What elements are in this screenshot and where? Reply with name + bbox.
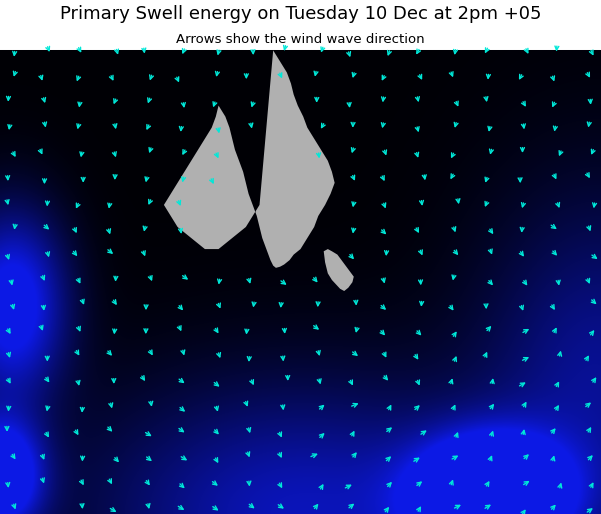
Text: Primary Swell energy on Tuesday 10 Dec at 2pm +05: Primary Swell energy on Tuesday 10 Dec a… [59,5,542,23]
Polygon shape [324,249,354,291]
Polygon shape [164,50,335,268]
Text: Arrows show the wind wave direction: Arrows show the wind wave direction [176,33,425,46]
